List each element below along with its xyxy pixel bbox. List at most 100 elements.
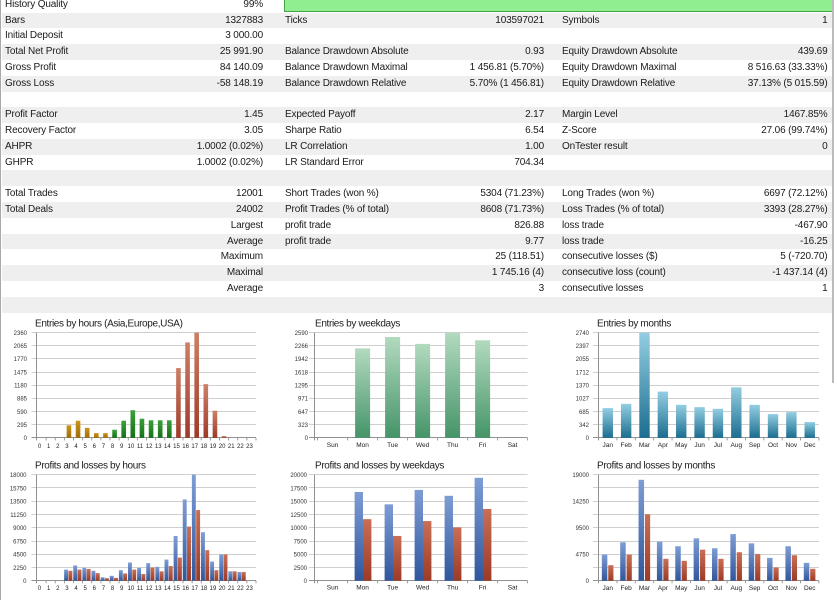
svg-text:11: 11 xyxy=(137,443,144,449)
svg-text:17: 17 xyxy=(191,585,198,591)
svg-text:Feb: Feb xyxy=(621,584,633,591)
svg-text:Nov: Nov xyxy=(786,441,798,448)
svg-text:Jun: Jun xyxy=(694,584,705,591)
svg-text:23: 23 xyxy=(246,585,253,591)
svg-text:15000: 15000 xyxy=(290,499,307,505)
svg-text:21: 21 xyxy=(228,585,235,591)
svg-text:2: 2 xyxy=(56,585,60,591)
svg-text:Nov: Nov xyxy=(786,584,798,591)
svg-text:Mar: Mar xyxy=(639,441,651,448)
svg-text:0: 0 xyxy=(586,579,590,585)
svg-text:295: 295 xyxy=(17,423,28,429)
svg-text:1712: 1712 xyxy=(576,370,590,376)
svg-text:21: 21 xyxy=(228,443,235,449)
svg-text:23: 23 xyxy=(246,443,253,449)
svg-text:3: 3 xyxy=(65,443,69,449)
svg-text:Sat: Sat xyxy=(508,441,518,448)
svg-text:May: May xyxy=(675,584,688,591)
svg-text:Mon: Mon xyxy=(356,584,369,591)
svg-text:0: 0 xyxy=(304,579,308,585)
svg-text:7: 7 xyxy=(102,585,106,591)
svg-text:0: 0 xyxy=(24,436,28,442)
svg-text:3: 3 xyxy=(65,585,69,591)
svg-text:Oct: Oct xyxy=(768,584,778,591)
svg-text:10000: 10000 xyxy=(290,526,307,532)
svg-text:12: 12 xyxy=(146,585,153,591)
svg-text:9500: 9500 xyxy=(576,526,590,532)
svg-text:Aug: Aug xyxy=(731,584,743,591)
svg-text:685: 685 xyxy=(579,409,590,415)
svg-text:17500: 17500 xyxy=(290,486,307,492)
svg-text:Fri: Fri xyxy=(479,584,487,591)
svg-text:Tue: Tue xyxy=(387,441,398,448)
svg-text:2: 2 xyxy=(56,443,60,449)
svg-text:22: 22 xyxy=(237,443,244,449)
svg-text:1475: 1475 xyxy=(14,370,28,376)
svg-text:2266: 2266 xyxy=(295,344,309,350)
svg-text:Wed: Wed xyxy=(416,441,430,448)
svg-text:Thu: Thu xyxy=(447,441,459,448)
svg-text:4500: 4500 xyxy=(13,552,27,558)
svg-text:1: 1 xyxy=(47,443,51,449)
svg-text:16: 16 xyxy=(182,443,189,449)
svg-text:1370: 1370 xyxy=(576,383,590,389)
svg-text:11250: 11250 xyxy=(10,512,27,518)
svg-text:9: 9 xyxy=(120,585,124,591)
svg-text:22: 22 xyxy=(237,585,244,591)
svg-text:1295: 1295 xyxy=(295,383,309,389)
svg-text:18: 18 xyxy=(201,443,208,449)
svg-text:14: 14 xyxy=(164,443,171,449)
svg-text:0: 0 xyxy=(38,443,42,449)
svg-text:Jul: Jul xyxy=(714,441,723,448)
svg-text:Apr: Apr xyxy=(658,584,669,591)
svg-text:971: 971 xyxy=(298,396,309,402)
svg-text:9000: 9000 xyxy=(13,526,27,532)
svg-text:20000: 20000 xyxy=(290,473,307,479)
svg-text:10: 10 xyxy=(128,585,135,591)
svg-text:Entries by months: Entries by months xyxy=(597,318,671,329)
svg-text:2360: 2360 xyxy=(14,330,28,336)
svg-text:590: 590 xyxy=(17,409,28,415)
svg-text:20: 20 xyxy=(219,443,226,449)
svg-text:13: 13 xyxy=(155,443,162,449)
svg-text:13: 13 xyxy=(155,585,162,591)
svg-text:14250: 14250 xyxy=(572,499,589,505)
svg-text:Thu: Thu xyxy=(447,584,459,591)
svg-text:Mar: Mar xyxy=(639,584,651,591)
svg-text:Sun: Sun xyxy=(327,584,339,591)
svg-text:16: 16 xyxy=(182,585,189,591)
svg-text:19: 19 xyxy=(210,585,217,591)
svg-text:Wed: Wed xyxy=(416,584,430,591)
svg-text:Mon: Mon xyxy=(356,441,369,448)
svg-text:Sep: Sep xyxy=(749,584,761,591)
svg-text:2250: 2250 xyxy=(13,565,27,571)
svg-text:Tue: Tue xyxy=(387,584,398,591)
svg-text:17: 17 xyxy=(191,443,198,449)
svg-text:15: 15 xyxy=(173,443,180,449)
svg-text:15750: 15750 xyxy=(10,486,27,492)
svg-text:Sat: Sat xyxy=(508,584,518,591)
svg-text:2740: 2740 xyxy=(576,330,590,336)
svg-text:10: 10 xyxy=(128,443,135,449)
svg-text:20: 20 xyxy=(219,585,226,591)
svg-text:May: May xyxy=(675,441,688,448)
svg-text:0: 0 xyxy=(305,436,309,442)
svg-text:Entries by hours (Asia,Europe,: Entries by hours (Asia,Europe,USA) xyxy=(35,318,183,329)
svg-text:Oct: Oct xyxy=(768,441,778,448)
svg-text:7: 7 xyxy=(102,443,106,449)
svg-text:1942: 1942 xyxy=(295,357,309,363)
svg-text:Aug: Aug xyxy=(731,441,743,448)
svg-text:2065: 2065 xyxy=(14,344,28,350)
svg-text:2590: 2590 xyxy=(295,330,309,336)
svg-text:Entries by weekdays: Entries by weekdays xyxy=(315,318,400,329)
svg-text:4: 4 xyxy=(74,443,78,449)
svg-text:4: 4 xyxy=(74,585,78,591)
svg-text:12500: 12500 xyxy=(290,512,307,518)
svg-text:9: 9 xyxy=(120,443,124,449)
svg-text:Feb: Feb xyxy=(621,441,633,448)
svg-text:1: 1 xyxy=(47,585,51,591)
svg-text:Profits and losses by months: Profits and losses by months xyxy=(597,460,715,471)
svg-text:1027: 1027 xyxy=(576,396,590,402)
svg-text:323: 323 xyxy=(298,423,309,429)
svg-text:14: 14 xyxy=(164,585,171,591)
